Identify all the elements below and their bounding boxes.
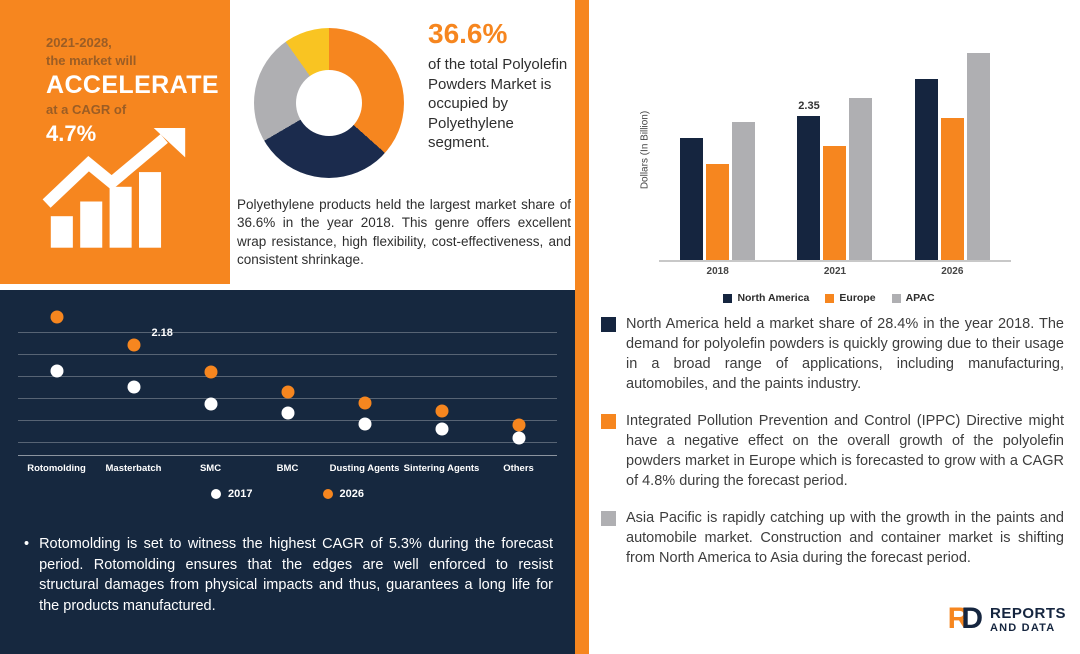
bullet-marker: • — [24, 536, 30, 552]
x-axis-label: 2026 — [941, 266, 964, 277]
logo-d: D — [961, 602, 983, 635]
donut-chart — [254, 28, 404, 178]
bar-chart-legend: North America Europe APAC — [629, 292, 1029, 304]
x-axis-label: Sintering Agents — [403, 463, 480, 474]
legend-item-Europe: Europe — [825, 292, 876, 304]
legend-item-2017: 2017 — [211, 488, 253, 500]
x-axis-label: Masterbatch — [105, 463, 162, 474]
dot-plot-x-axis: Rotomolding Masterbatch SMC BMC Dusting Agen… — [18, 455, 557, 474]
rd-logo-mark: RD — [948, 604, 983, 634]
insight-europe: Integrated Pollution Prevention and Cont… — [601, 411, 1064, 491]
legend-label: Europe — [839, 292, 876, 304]
polyethylene-share-panel: 36.6% of the total Polyolefin Powders Ma… — [230, 0, 575, 284]
cagr-lead: at a CAGR of — [46, 102, 127, 118]
orange-divider — [575, 0, 589, 654]
x-axis-label: Others — [503, 463, 534, 474]
share-caption: of the total Polyolefin Powders Market i… — [428, 56, 568, 151]
dot-plot-annotation: 2.18 — [151, 326, 173, 339]
logo-line2: AND DATA — [989, 621, 1056, 634]
bar-chart-x-axis: 2018 2021 2026 — [659, 266, 1011, 277]
legend-label: 2026 — [339, 488, 364, 500]
bar-group-2021: 2.35 — [797, 45, 873, 260]
x-axis-label: 2018 — [706, 266, 729, 277]
y-axis-label: Dollars (In Billion) — [639, 110, 651, 190]
legend-swatch — [825, 293, 835, 303]
polyethylene-paragraph: Polyethylene products held the largest m… — [237, 197, 571, 268]
rotomolding-text: Rotomolding is set to witness the highes… — [39, 536, 553, 614]
dot-2026 — [281, 385, 294, 399]
logo-line1: REPORTS — [989, 604, 1066, 622]
insight-apac: Asia Pacific is rapidly catching up with… — [601, 508, 1064, 568]
bar-APAC-2021 — [849, 98, 873, 260]
legend-label: 2017 — [228, 488, 253, 500]
applications-panel: 2.18 Rotomolding Masterbatch SMC BMC Dusting… — [0, 290, 575, 654]
bar-annotation: 2.35 — [798, 99, 820, 112]
bar-Europe-2021 — [823, 145, 847, 260]
legend-swatch — [322, 489, 333, 499]
donut-headline: 36.6% of the total Polyolefin Powders Ma… — [428, 18, 568, 153]
bar-North America-2018 — [680, 138, 704, 260]
bar-APAC-2026 — [966, 53, 990, 260]
legend-item-2026: 2026 — [322, 488, 364, 500]
legend-item-North America: North America — [723, 292, 809, 304]
growth-arrow-icon — [42, 128, 194, 254]
dot-2017 — [50, 364, 63, 378]
x-axis-label: Dusting Agents — [329, 463, 400, 474]
bar-Europe-2026 — [940, 117, 964, 260]
dot-2017 — [127, 380, 140, 394]
bar-group-2026 — [914, 45, 990, 260]
legend-swatch — [891, 293, 901, 303]
regional-insights-panel: Dollars (In Billion) 2.35 2018 2021 2026 N… — [589, 0, 1080, 654]
insight-text: Integrated Pollution Prevention and Cont… — [626, 413, 1064, 489]
dot-2017 — [358, 417, 371, 431]
dot-plot-legend: 2017 2026 — [0, 488, 575, 500]
x-axis-label: Rotomolding — [27, 463, 86, 474]
dot-2017 — [435, 422, 448, 436]
gray-square-marker — [601, 511, 616, 526]
share-percent: 36.6% — [428, 18, 508, 49]
x-axis-label: 2021 — [823, 266, 847, 277]
rotomolding-bullet: • Rotomolding is set to witness the high… — [24, 534, 553, 616]
dot-plot-chart: 2.18 — [18, 300, 557, 455]
regional-bar-chart: 2.35 — [659, 45, 1011, 262]
cagr-highlight-panel: 2021-2028, the market will ACCELERATE at… — [0, 0, 230, 284]
x-axis-label: BMC — [276, 463, 299, 474]
cagr-value: 4.7% — [46, 120, 97, 146]
legend-swatch — [211, 489, 222, 499]
logo-r: R — [947, 602, 970, 635]
insight-text: North America held a market share of 28.… — [626, 316, 1064, 392]
dot-2017 — [512, 431, 525, 445]
insight-list: North America held a market share of 28.… — [601, 314, 1064, 585]
dot-2026 — [435, 404, 448, 418]
bar-APAC-2018 — [732, 122, 756, 260]
legend-swatch — [723, 293, 733, 303]
dot-2017 — [281, 406, 294, 420]
bar-Europe-2018 — [706, 163, 730, 260]
insight-text: Asia Pacific is rapidly catching up with… — [626, 510, 1064, 566]
dot-2026 — [204, 365, 217, 379]
logo-text: REPORTS AND DATA — [990, 605, 1066, 634]
dot-2026 — [50, 310, 63, 324]
legend-item-APAC: APAC — [891, 292, 935, 304]
x-axis-label: SMC — [199, 463, 222, 474]
dot-2026 — [358, 396, 371, 410]
dot-2026 — [512, 418, 525, 432]
navy-square-marker — [601, 317, 616, 332]
accelerate-headline: ACCELERATE — [46, 71, 219, 100]
bar-North America-2021: 2.35 — [797, 100, 821, 260]
forecast-period: 2021-2028, — [46, 35, 112, 50]
dot-2026 — [127, 338, 140, 352]
legend-label: APAC — [905, 292, 935, 304]
legend-label: North America — [737, 292, 810, 304]
accelerate-lead: the market will — [46, 52, 137, 68]
dot-2017 — [204, 397, 217, 411]
bar-North America-2026 — [914, 78, 938, 260]
reports-and-data-logo: RD REPORTS AND DATA — [948, 604, 1066, 634]
orange-square-marker — [601, 414, 616, 429]
insight-north-america: North America held a market share of 28.… — [601, 314, 1064, 394]
bar-group-2018 — [680, 45, 756, 260]
